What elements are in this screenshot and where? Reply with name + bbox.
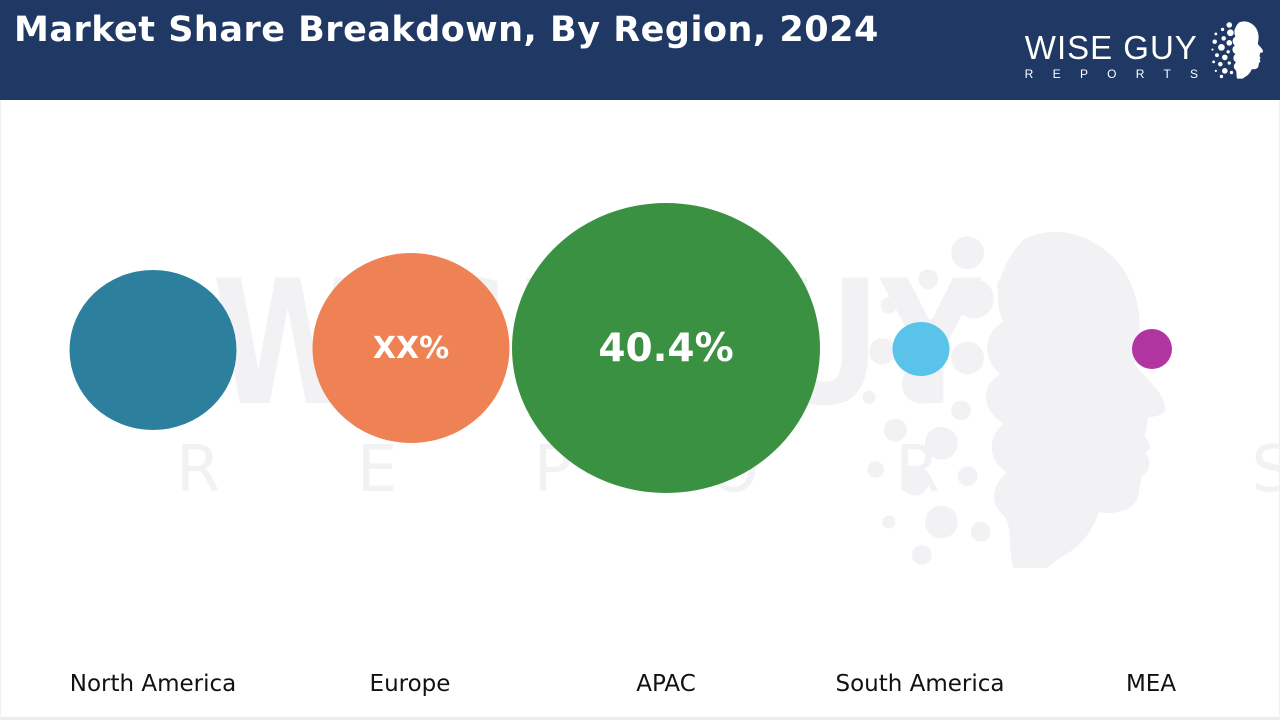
header: Market Share Breakdown, By Region, 2024 …	[0, 0, 1280, 100]
watermark-face-icon	[862, 231, 1166, 568]
bubble-europe: XX%	[312, 253, 510, 443]
bubble-north-america	[69, 270, 237, 430]
brand-name: WISE GUY	[1024, 29, 1198, 67]
category-label-mea: MEA	[1125, 671, 1177, 697]
frame-bottom-edge	[0, 717, 1280, 720]
brand-subtitle: R E P O R T S	[1024, 66, 1206, 81]
bubble-mea	[1132, 329, 1172, 369]
category-label-north-america: North America	[69, 671, 237, 697]
brand-face-icon	[1211, 21, 1263, 79]
bubble-europe-value: XX%	[372, 330, 450, 366]
bubble-apac: 40.4%	[512, 203, 820, 493]
bubble-south-america	[892, 322, 950, 376]
category-label-south-america: South America	[835, 671, 1005, 697]
brand-logo: WISE GUY R E P O R T S	[1017, 6, 1264, 92]
chart-title: Market Share Breakdown, By Region, 2024	[14, 10, 879, 50]
category-label-apac: APAC	[636, 671, 696, 697]
frame-left-edge	[0, 100, 1, 720]
category-label-europe: Europe	[369, 671, 451, 697]
bubble-apac-value: 40.4%	[598, 325, 734, 371]
